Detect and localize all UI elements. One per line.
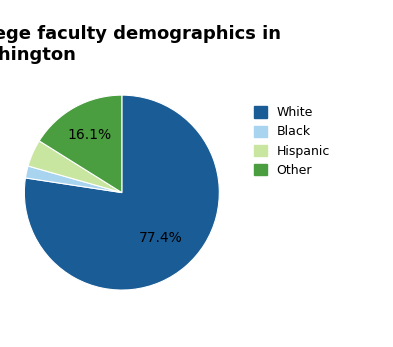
- Legend: White, Black, Hispanic, Other: White, Black, Hispanic, Other: [254, 106, 330, 177]
- Wedge shape: [24, 95, 219, 290]
- Text: College faculty demographics in
Washington: College faculty demographics in Washingt…: [0, 25, 281, 64]
- Text: 16.1%: 16.1%: [68, 128, 112, 142]
- Text: 77.4%: 77.4%: [140, 231, 183, 245]
- Wedge shape: [28, 141, 122, 193]
- Wedge shape: [39, 95, 122, 193]
- Wedge shape: [26, 166, 122, 193]
